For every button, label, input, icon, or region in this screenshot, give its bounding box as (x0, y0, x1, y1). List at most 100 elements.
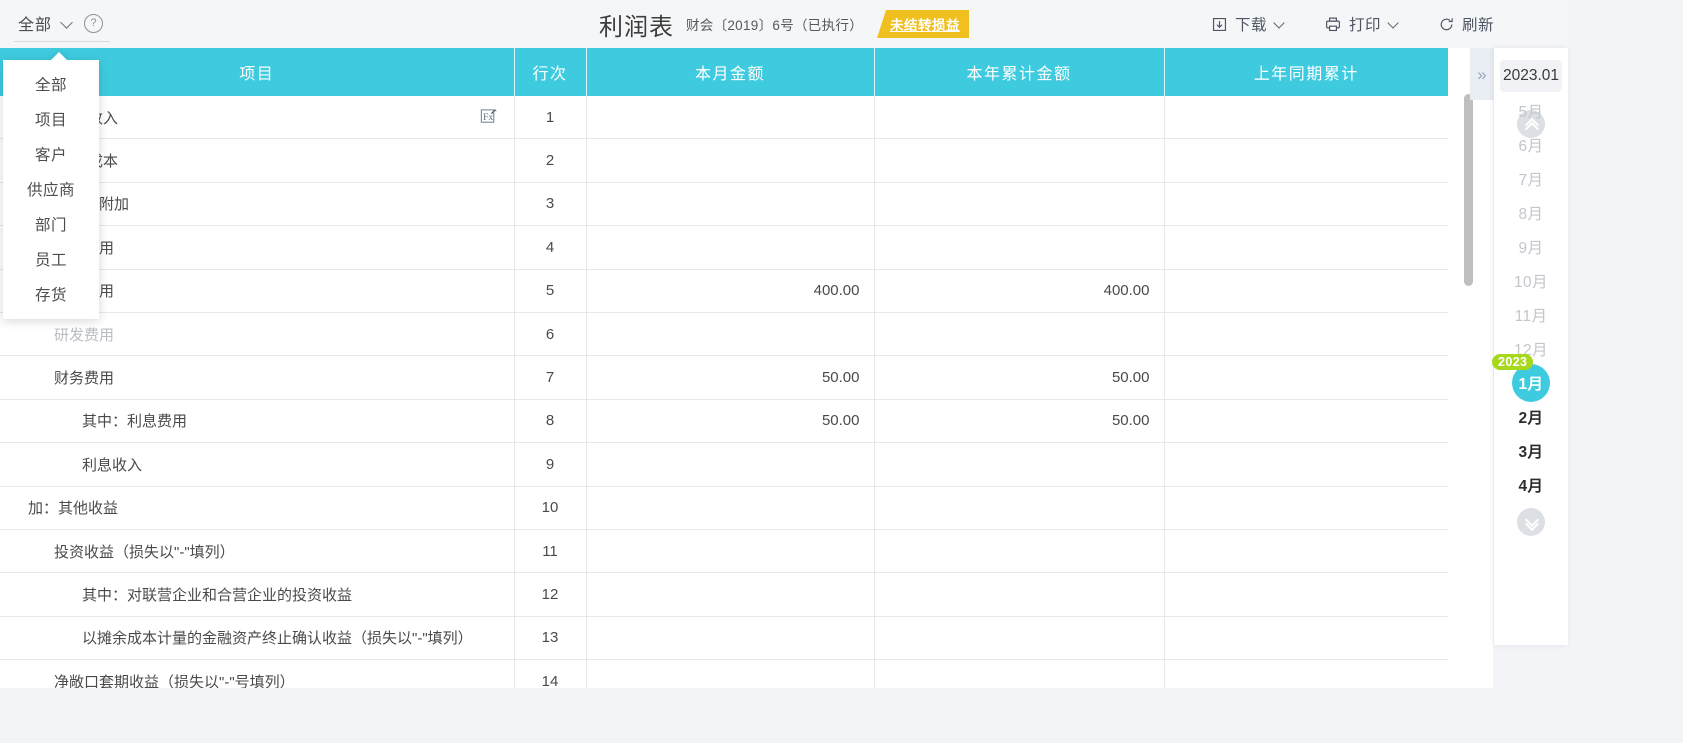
dropdown-item-4[interactable]: 部门 (34, 217, 67, 234)
table-row[interactable]: 财务费用 7 50.00 50.00 (0, 355, 1448, 400)
cell-ytd-amount[interactable] (874, 616, 1165, 661)
cell-line-no[interactable]: 14 (514, 659, 587, 688)
cell-line-no[interactable]: 9 (514, 442, 587, 487)
cell-month-amount[interactable] (586, 572, 875, 617)
table-row[interactable]: 一、营业收入Fx1 (0, 96, 1448, 140)
cell-month-amount[interactable] (586, 312, 875, 357)
cell-lastyear-amount[interactable] (1164, 312, 1448, 357)
double-chevron-down-icon[interactable] (1517, 508, 1545, 536)
table-row[interactable]: 销售费用4 (0, 225, 1448, 270)
cell-line-no[interactable]: 13 (514, 616, 587, 661)
cell-lastyear-amount[interactable] (1164, 616, 1448, 661)
cell-line-no[interactable]: 6 (514, 312, 587, 357)
column-header-ytd[interactable]: 本年累计金额 (874, 48, 1165, 96)
month-item-10月[interactable]: 10月 (1494, 264, 1568, 298)
column-header-line-no[interactable]: 行次 (514, 48, 587, 96)
cell-month-amount[interactable] (586, 138, 875, 183)
cell-month-amount[interactable] (586, 616, 875, 661)
cell-item[interactable]: 利息收入 (0, 442, 515, 487)
table-row[interactable]: 加：其他收益 10 (0, 486, 1448, 530)
status-badge[interactable]: 未结转损益 (877, 10, 970, 38)
month-item-4月[interactable]: 4月 (1494, 468, 1568, 502)
dropdown-item-5[interactable]: 员工 (34, 252, 67, 269)
cell-month-amount[interactable] (586, 225, 875, 270)
column-header-month[interactable]: 本月金额 (586, 48, 875, 96)
table-row[interactable]: 税金及附加3 (0, 182, 1448, 227)
table-row[interactable]: 其中：利息费用 8 50.00 50.00 (0, 399, 1448, 444)
month-item-7月[interactable]: 7月 (1494, 162, 1568, 196)
print-button[interactable]: 打印 (1324, 13, 1400, 35)
cell-ytd-amount[interactable] (874, 312, 1165, 357)
panel-collapse-toggle[interactable]: » (1470, 48, 1494, 100)
month-item-3月[interactable]: 3月 (1494, 434, 1568, 468)
cell-line-no[interactable]: 5 (514, 269, 587, 313)
cell-ytd-amount[interactable]: 400.00 (874, 269, 1165, 313)
cell-item[interactable]: 其中：利息费用 (0, 399, 515, 444)
cell-item[interactable]: 财务费用 (0, 355, 515, 400)
cell-line-no[interactable]: 10 (514, 486, 587, 530)
table-row[interactable]: 净敞口套期收益（损失以"-"号填列） 14 (0, 659, 1448, 688)
dropdown-item-3[interactable]: 供应商 (26, 182, 75, 199)
cell-line-no[interactable]: 12 (514, 572, 587, 617)
month-item-6月[interactable]: 6月 (1494, 128, 1568, 162)
cell-lastyear-amount[interactable] (1164, 529, 1448, 574)
cell-ytd-amount[interactable] (874, 486, 1165, 530)
cell-line-no[interactable]: 1 (514, 96, 587, 140)
cell-month-amount[interactable] (586, 96, 875, 140)
month-item-2月[interactable]: 2月 (1494, 400, 1568, 434)
cell-month-amount[interactable]: 50.00 (586, 355, 875, 400)
cell-ytd-amount[interactable] (874, 572, 1165, 617)
cell-month-amount[interactable] (586, 659, 875, 688)
question-circle-icon[interactable]: ? (84, 13, 104, 33)
table-row[interactable]: 其中：对联营企业和合营企业的投资收益 12 (0, 572, 1448, 617)
cell-lastyear-amount[interactable] (1164, 659, 1448, 688)
cell-lastyear-amount[interactable] (1164, 442, 1448, 487)
cell-ytd-amount[interactable]: 50.00 (874, 399, 1165, 444)
month-item-1月[interactable]: 2023 1月 (1492, 354, 1568, 402)
cell-ytd-amount[interactable] (874, 138, 1165, 183)
chevron-down-icon[interactable] (61, 16, 75, 30)
cell-line-no[interactable]: 3 (514, 182, 587, 227)
chevron-down-icon[interactable] (1388, 18, 1400, 30)
cell-ytd-amount[interactable] (874, 225, 1165, 270)
dropdown-item-1[interactable]: 项目 (34, 112, 67, 129)
cell-ytd-amount[interactable] (874, 659, 1165, 688)
dropdown-item-6[interactable]: 存货 (34, 287, 67, 304)
cell-line-no[interactable]: 4 (514, 225, 587, 270)
cell-lastyear-amount[interactable] (1164, 96, 1448, 140)
cell-month-amount[interactable]: 400.00 (586, 269, 875, 313)
cell-item[interactable]: 研发费用 (0, 312, 515, 357)
cell-ytd-amount[interactable] (874, 442, 1165, 487)
cell-ytd-amount[interactable]: 50.00 (874, 355, 1165, 400)
cell-line-no[interactable]: 7 (514, 355, 587, 400)
cell-item[interactable]: 净敞口套期收益（损失以"-"号填列） (0, 659, 515, 688)
dropdown-item-2[interactable]: 客户 (34, 147, 67, 164)
cell-ytd-amount[interactable] (874, 182, 1165, 227)
dropdown-item-0[interactable]: 全部 (34, 77, 67, 94)
double-chevron-up-icon[interactable] (1517, 110, 1545, 138)
cell-lastyear-amount[interactable] (1164, 355, 1448, 400)
cell-lastyear-amount[interactable] (1164, 182, 1448, 227)
month-item-8月[interactable]: 8月 (1494, 196, 1568, 230)
download-button[interactable]: 下载 (1211, 13, 1286, 35)
cell-month-amount[interactable]: 50.00 (586, 399, 875, 444)
cell-item[interactable]: 加：其他收益 (0, 486, 515, 530)
formula-edit-icon[interactable]: Fx (479, 108, 498, 127)
cell-item[interactable]: 其中：对联营企业和合营企业的投资收益 (0, 572, 515, 617)
table-row[interactable]: 研发费用 6 (0, 312, 1448, 357)
cell-line-no[interactable]: 11 (514, 529, 587, 574)
table-row[interactable]: 投资收益（损失以"-"填列） 11 (0, 529, 1448, 574)
month-item-11月[interactable]: 11月 (1494, 298, 1568, 332)
selected-period-box[interactable]: 2023.01 (1500, 60, 1562, 92)
cell-month-amount[interactable] (586, 442, 875, 487)
table-row[interactable]: 利息收入 9 (0, 442, 1448, 487)
cell-month-amount[interactable] (586, 529, 875, 574)
month-item-5月[interactable]: 5月 (1494, 94, 1568, 128)
refresh-button[interactable]: 刷新 (1438, 13, 1494, 35)
cell-lastyear-amount[interactable] (1164, 486, 1448, 530)
cell-month-amount[interactable] (586, 486, 875, 530)
cell-line-no[interactable]: 8 (514, 399, 587, 444)
vertical-scrollbar-thumb[interactable] (1464, 94, 1473, 286)
cell-ytd-amount[interactable] (874, 96, 1165, 140)
